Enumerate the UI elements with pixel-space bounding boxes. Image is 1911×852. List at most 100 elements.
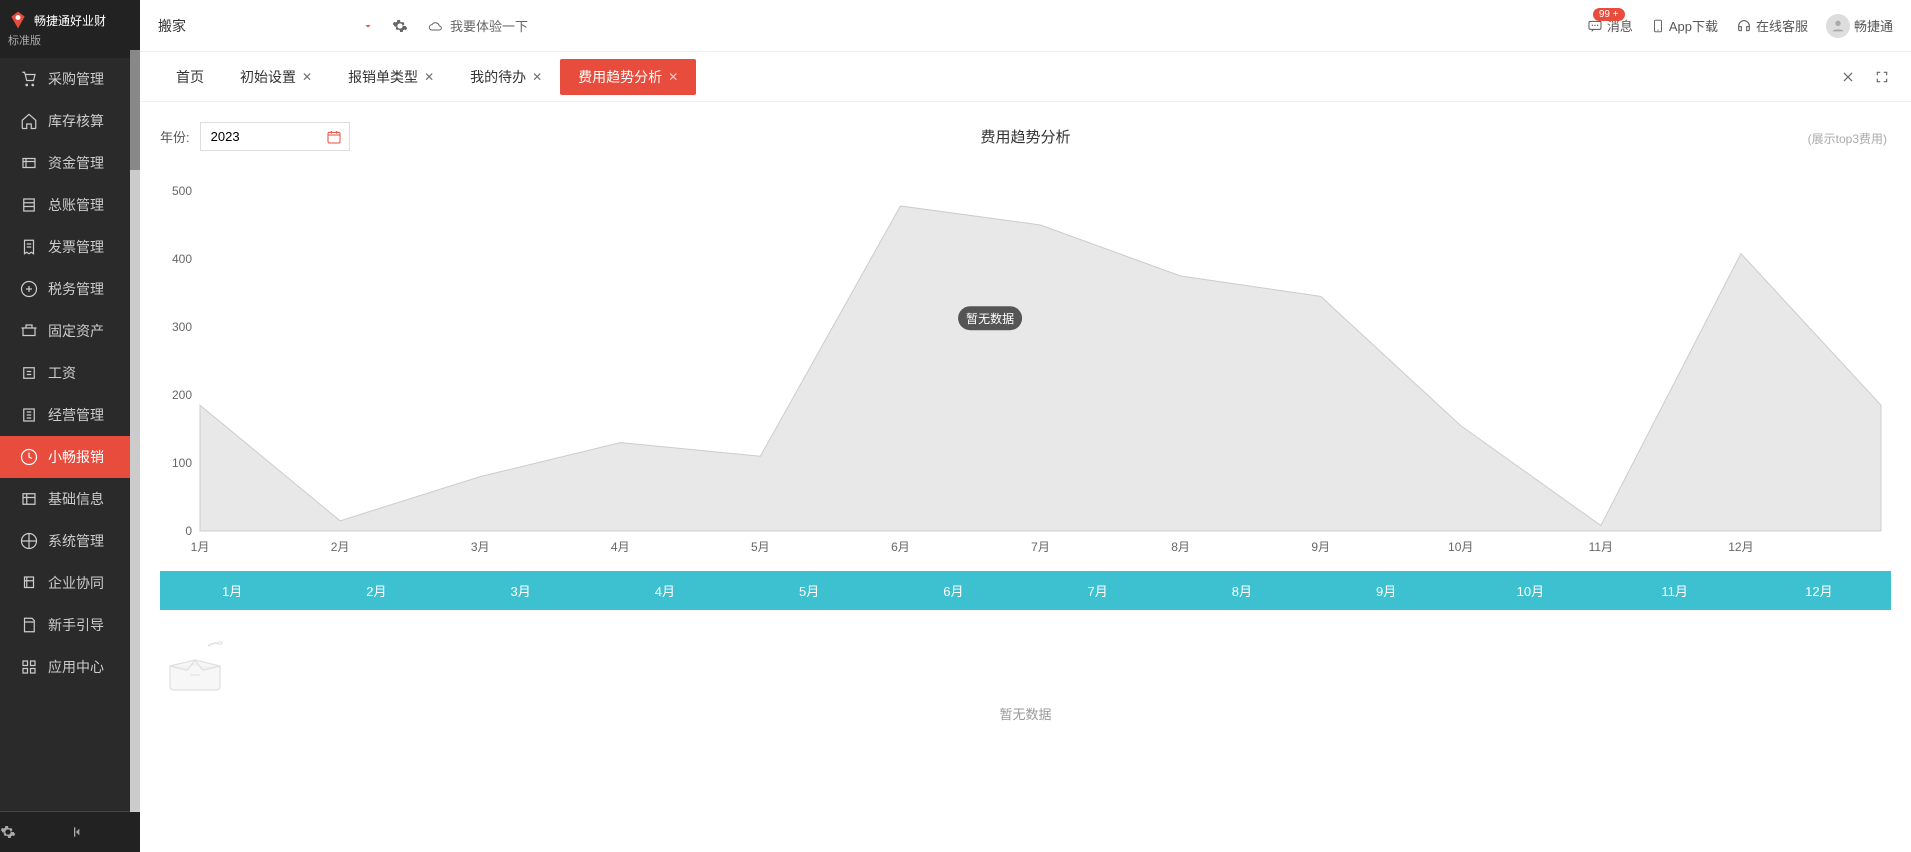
asset-icon <box>20 322 38 340</box>
message-link[interactable]: 99 + 消息 <box>1587 16 1633 35</box>
svg-text:5月: 5月 <box>751 540 770 554</box>
sidebar-scrollbar-thumb[interactable] <box>130 50 140 170</box>
month-cell-5[interactable]: 5月 <box>737 571 881 610</box>
svg-text:100: 100 <box>172 456 192 470</box>
close-all-tabs-icon[interactable] <box>1837 66 1859 88</box>
context-dropdown-icon[interactable] <box>362 20 374 32</box>
brand-logo-icon <box>8 10 28 30</box>
tax-icon <box>20 280 38 298</box>
settings-button[interactable] <box>0 812 70 852</box>
empty-box-icon <box>160 640 1891 696</box>
month-cell-6[interactable]: 6月 <box>881 571 1025 610</box>
year-label: 年份: <box>160 127 190 146</box>
collapse-button[interactable] <box>70 812 140 852</box>
tab-label: 首页 <box>176 67 204 87</box>
tab-0[interactable]: 首页 <box>158 52 222 101</box>
sidebar-scrollbar[interactable] <box>130 50 140 812</box>
collab-icon <box>20 574 38 592</box>
brand-edition: 标准版 <box>8 32 132 48</box>
sidebar-item-4[interactable]: 发票管理 <box>0 226 140 268</box>
sidebar-item-11[interactable]: 系统管理 <box>0 520 140 562</box>
sidebar-item-1[interactable]: 库存核算 <box>0 100 140 142</box>
headset-icon <box>1736 18 1752 34</box>
year-input-wrap <box>200 122 350 151</box>
gear-icon[interactable] <box>392 18 408 34</box>
month-cell-8[interactable]: 8月 <box>1170 571 1314 610</box>
month-cell-3[interactable]: 3月 <box>449 571 593 610</box>
svg-text:9月: 9月 <box>1311 540 1330 554</box>
sidebar-item-label: 经营管理 <box>48 405 104 425</box>
content: 年份: 费用趋势分析 (展示top3费用) 01002003004005001月… <box>140 102 1911 852</box>
sidebar-item-9[interactable]: 小畅报销 <box>0 436 140 478</box>
tab-label: 初始设置 <box>240 67 296 87</box>
phone-icon <box>1651 18 1665 34</box>
sidebar-item-10[interactable]: 基础信息 <box>0 478 140 520</box>
sidebar-item-14[interactable]: 应用中心 <box>0 646 140 688</box>
svg-text:500: 500 <box>172 184 192 198</box>
tab-close-icon[interactable]: ✕ <box>668 70 678 84</box>
tab-4[interactable]: 费用趋势分析✕ <box>560 59 696 95</box>
tab-close-icon[interactable]: ✕ <box>532 70 542 84</box>
chart-subtitle: (展示top3费用) <box>1808 130 1887 147</box>
tab-label: 我的待办 <box>470 67 526 87</box>
calendar-icon[interactable] <box>326 129 342 145</box>
sidebar-item-13[interactable]: 新手引导 <box>0 604 140 646</box>
month-cell-2[interactable]: 2月 <box>304 571 448 610</box>
base-icon <box>20 490 38 508</box>
month-cell-11[interactable]: 11月 <box>1603 571 1747 610</box>
sidebar-item-8[interactable]: 经营管理 <box>0 394 140 436</box>
month-cell-12[interactable]: 12月 <box>1747 571 1891 610</box>
svg-text:8月: 8月 <box>1171 540 1190 554</box>
svg-text:1月: 1月 <box>191 540 210 554</box>
sidebar: 畅捷通好业财 标准版 采购管理库存核算资金管理总账管理发票管理税务管理固定资产工… <box>0 0 140 852</box>
sidebar-item-5[interactable]: 税务管理 <box>0 268 140 310</box>
context-label[interactable]: 搬家 <box>158 16 338 36</box>
sidebar-item-3[interactable]: 总账管理 <box>0 184 140 226</box>
ledger-icon <box>20 196 38 214</box>
tab-close-icon[interactable]: ✕ <box>302 70 312 84</box>
service-link[interactable]: 在线客服 <box>1736 16 1808 35</box>
sidebar-item-label: 税务管理 <box>48 279 104 299</box>
tab-3[interactable]: 我的待办 ✕ <box>452 52 560 101</box>
month-cell-1[interactable]: 1月 <box>160 571 304 610</box>
user-menu[interactable]: 畅捷通 <box>1826 14 1893 38</box>
topbar-right: 99 + 消息 App下载 在线客服 畅捷通 <box>1587 14 1893 38</box>
appdownload-link[interactable]: App下载 <box>1651 16 1718 35</box>
sidebar-item-label: 系统管理 <box>48 531 104 551</box>
month-cell-9[interactable]: 9月 <box>1314 571 1458 610</box>
sidebar-item-label: 小畅报销 <box>48 447 104 467</box>
topbar: 搬家 我要体验一下 99 + 消息 App下载 <box>140 0 1911 52</box>
month-cell-10[interactable]: 10月 <box>1458 571 1602 610</box>
svg-text:暂无数据: 暂无数据 <box>966 311 1014 326</box>
sidebar-item-label: 固定资产 <box>48 321 104 341</box>
sidebar-item-label: 资金管理 <box>48 153 104 173</box>
apps-icon <box>20 658 38 676</box>
fullscreen-icon[interactable] <box>1871 66 1893 88</box>
sidebar-item-6[interactable]: 固定资产 <box>0 310 140 352</box>
tab-close-icon[interactable]: ✕ <box>424 70 434 84</box>
guide-icon <box>20 616 38 634</box>
month-cell-7[interactable]: 7月 <box>1026 571 1170 610</box>
sidebar-item-label: 采购管理 <box>48 69 104 89</box>
sidebar-menu: 采购管理库存核算资金管理总账管理发票管理税务管理固定资产工资经营管理小畅报销基础… <box>0 58 140 811</box>
service-label: 在线客服 <box>1756 16 1808 35</box>
sidebar-item-label: 企业协同 <box>48 573 104 593</box>
brand-name: 畅捷通好业财 <box>34 12 106 29</box>
biz-icon <box>20 406 38 424</box>
tab-2[interactable]: 报销单类型✕ <box>330 52 452 101</box>
month-cell-4[interactable]: 4月 <box>593 571 737 610</box>
svg-text:300: 300 <box>172 320 192 334</box>
chart-area: 01002003004005001月2月3月4月5月6月7月8月9月10月11月… <box>160 181 1891 561</box>
tab-1[interactable]: 初始设置 ✕ <box>222 52 330 101</box>
sidebar-item-2[interactable]: 资金管理 <box>0 142 140 184</box>
svg-text:0: 0 <box>185 524 192 538</box>
svg-text:3月: 3月 <box>471 540 490 554</box>
sidebar-item-0[interactable]: 采购管理 <box>0 58 140 100</box>
sidebar-item-12[interactable]: 企业协同 <box>0 562 140 604</box>
sidebar-item-7[interactable]: 工资 <box>0 352 140 394</box>
svg-text:6月: 6月 <box>891 540 910 554</box>
appdownload-label: App下载 <box>1669 16 1718 35</box>
sidebar-item-label: 发票管理 <box>48 237 104 257</box>
username-label: 畅捷通 <box>1854 16 1893 35</box>
try-link[interactable]: 我要体验一下 <box>428 16 528 35</box>
